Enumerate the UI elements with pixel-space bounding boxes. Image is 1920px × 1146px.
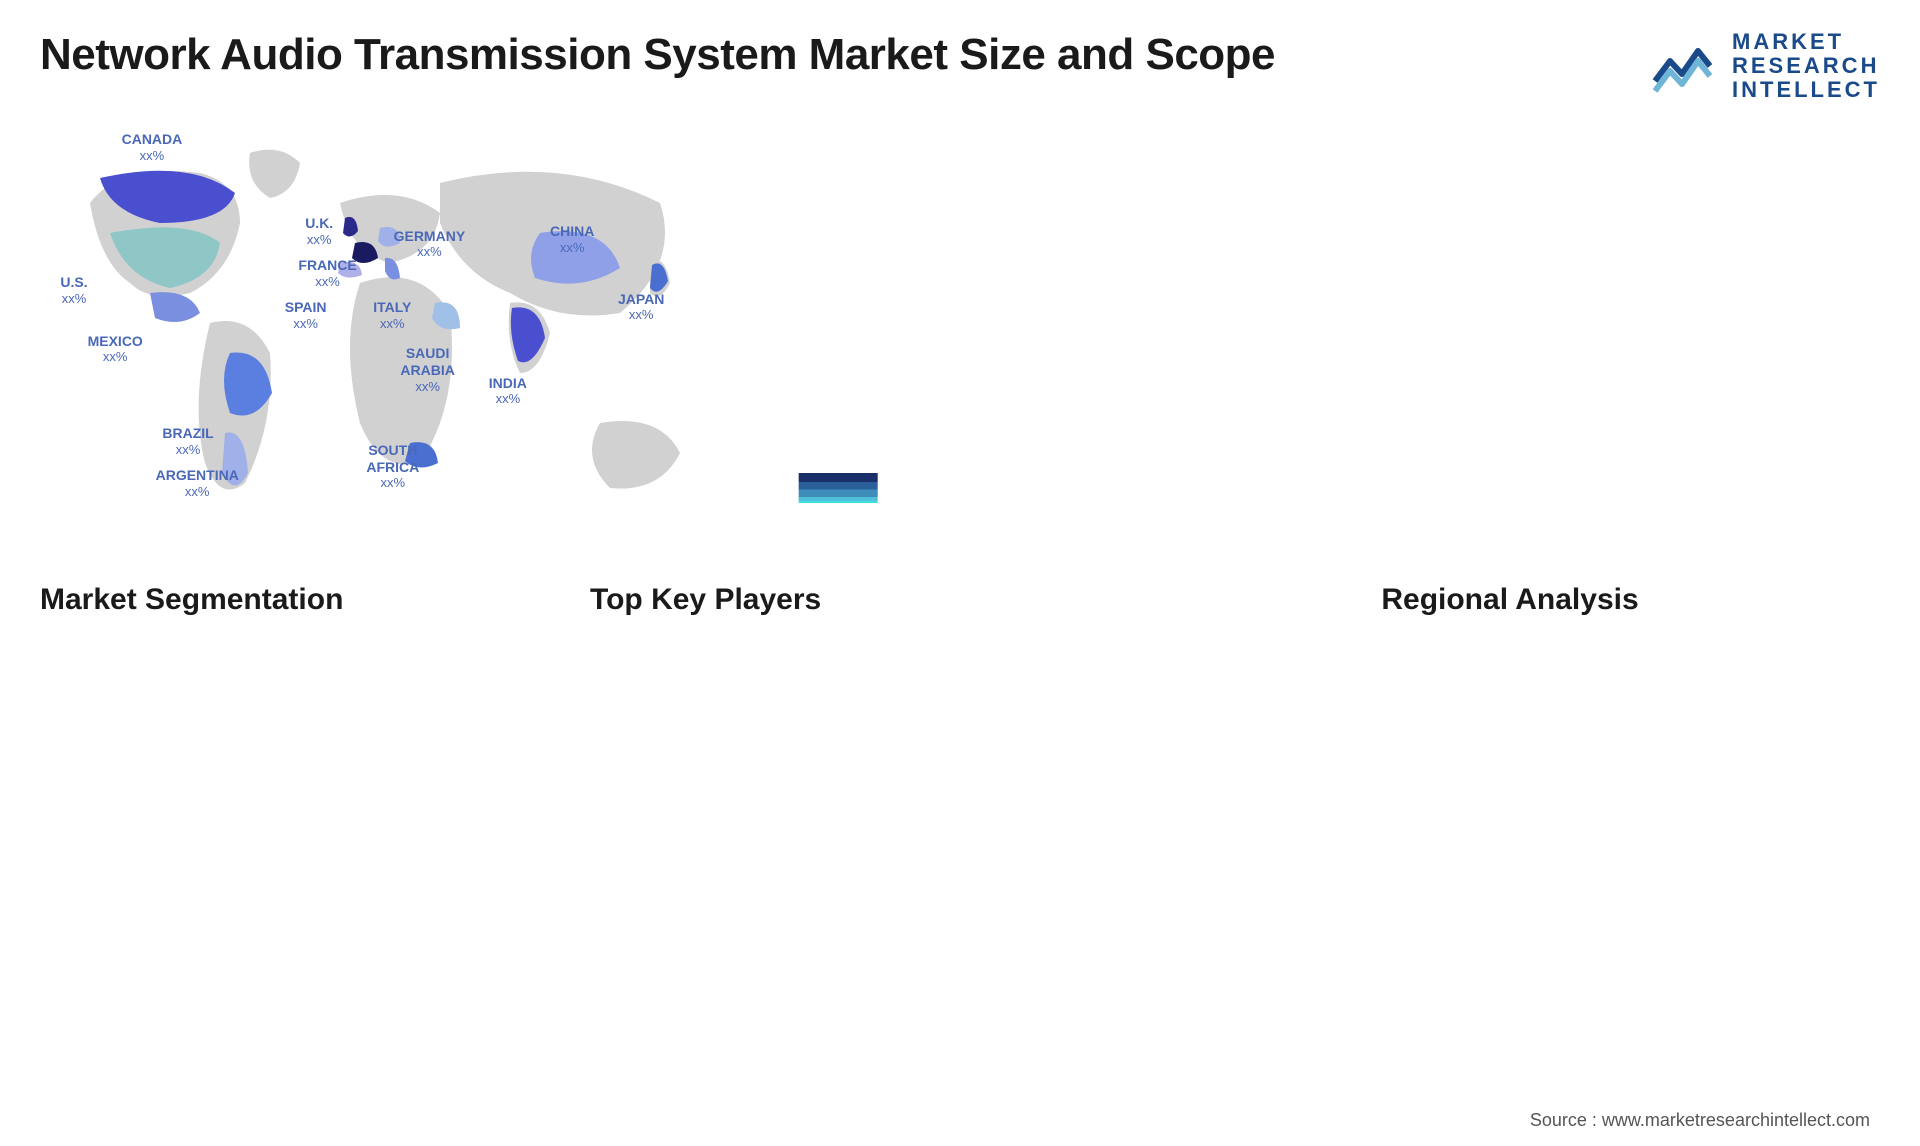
main-bar-chart	[760, 123, 1880, 543]
map-label: SAUDIARABIAxx%	[400, 345, 454, 394]
map-label: GERMANYxx%	[394, 228, 466, 260]
map-label: CHINAxx%	[550, 223, 594, 255]
players-title: Top Key Players	[590, 583, 1110, 617]
main-bar-svg	[760, 123, 1880, 543]
map-label: U.K.xx%	[305, 215, 333, 247]
map-label: MEXICOxx%	[88, 333, 143, 365]
map-label: CANADAxx%	[122, 131, 183, 163]
brand-logo: MARKET RESEARCH INTELLECT	[1650, 30, 1880, 103]
segmentation-legend	[410, 637, 560, 922]
segmentation-section: Market Segmentation	[40, 583, 560, 922]
players-section: Top Key Players	[590, 583, 1110, 637]
map-label: FRANCExx%	[298, 257, 356, 289]
map-label: BRAZILxx%	[162, 425, 213, 457]
header: Network Audio Transmission System Market…	[40, 30, 1880, 103]
source-text: Source : www.marketresearchintellect.com	[1530, 1110, 1870, 1131]
regional-section: Regional Analysis	[1140, 583, 1880, 927]
map-label: ITALYxx%	[373, 299, 411, 331]
page-title: Network Audio Transmission System Market…	[40, 30, 1275, 80]
bottom-row: Market Segmentation Top Key Players Regi…	[40, 583, 1880, 927]
segmentation-svg	[40, 637, 370, 917]
map-label: SOUTHAFRICAxx%	[366, 442, 419, 491]
donut-svg	[1140, 637, 1430, 927]
donut-chart	[1140, 637, 1430, 927]
regional-title: Regional Analysis	[1140, 583, 1880, 617]
map-label: JAPANxx%	[618, 291, 664, 323]
map-label: ARGENTINAxx%	[156, 467, 239, 499]
segmentation-title: Market Segmentation	[40, 583, 560, 617]
map-label: U.S.xx%	[60, 274, 87, 306]
world-map-chart: CANADAxx% U.S.xx%MEXICOxx% BRAZILxx% ARGENT…	[40, 123, 720, 543]
logo-text: MARKET RESEARCH INTELLECT	[1732, 30, 1880, 103]
map-label: INDIAxx%	[489, 375, 527, 407]
segmentation-chart	[40, 637, 390, 922]
map-label: SPAINxx%	[285, 299, 327, 331]
top-row: CANADAxx% U.S.xx%MEXICOxx% BRAZILxx% ARGENT…	[40, 123, 1880, 543]
logo-mark-icon	[1650, 36, 1720, 96]
